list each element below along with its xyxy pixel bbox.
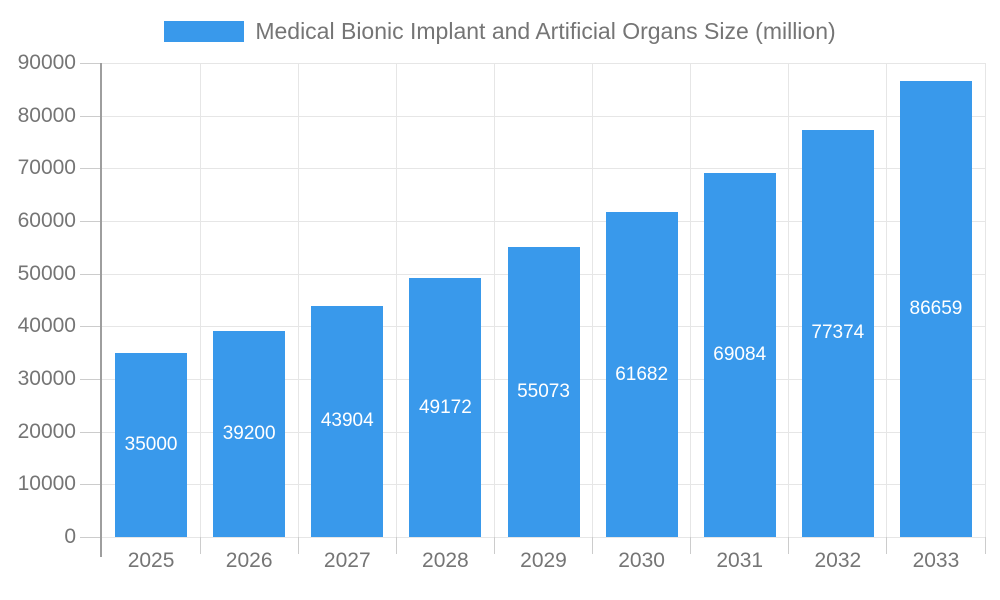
chart-legend: Medical Bionic Implant and Artificial Or…: [0, 18, 1000, 45]
x-axis-tick: [690, 537, 692, 554]
bar-value-label: 39200: [222, 422, 276, 444]
x-axis-tick: [592, 537, 594, 554]
bar[interactable]: [311, 305, 384, 537]
y-axis-tick: [80, 273, 100, 275]
x-tick-label: 2025: [127, 549, 175, 572]
bar-value-label: 69084: [713, 344, 767, 366]
y-tick-label: 70000: [17, 156, 76, 180]
gridline-vertical: [592, 63, 594, 537]
bar[interactable]: [801, 129, 874, 537]
x-axis-tick: [395, 537, 397, 554]
y-tick-label: 40000: [17, 314, 76, 338]
x-tick-label: 2030: [618, 549, 665, 572]
y-tick-label: 90000: [17, 51, 76, 74]
gridline-horizontal: [102, 168, 985, 170]
y-axis-tick: [80, 484, 100, 486]
gridline-vertical: [984, 63, 986, 537]
x-tick-label: 2028: [422, 549, 469, 572]
y-axis-tick: [80, 63, 100, 64]
gridline-vertical: [395, 63, 397, 537]
x-axis-tick: [984, 537, 986, 554]
bar-value-label: 61682: [615, 363, 669, 385]
y-tick-label: 30000: [17, 367, 76, 390]
y-tick-label: 10000: [17, 472, 76, 496]
y-tick-label: 0: [64, 525, 76, 548]
gridline-vertical: [297, 63, 299, 537]
y-axis-tick: [80, 537, 100, 538]
gridline-horizontal: [102, 63, 985, 64]
bar[interactable]: [703, 173, 776, 537]
x-axis-tick: [493, 537, 495, 554]
plot-area: 0 10000 20000 30000 40000 50000 60000 70000 8000…: [18, 51, 986, 572]
x-tick-label: 2031: [716, 549, 764, 572]
x-tick-label: 2027: [323, 549, 371, 572]
y-axis-tick: [80, 168, 100, 170]
y-axis-tick: [80, 115, 100, 117]
x-axis-tick: [886, 537, 888, 554]
x-tick-label: 2026: [225, 549, 273, 572]
legend-swatch: [164, 21, 245, 42]
legend-label: Medical Bionic Implant and Artificial Or…: [255, 18, 836, 44]
bar[interactable]: [899, 80, 972, 537]
bar[interactable]: [213, 330, 286, 537]
y-tick-label: 20000: [17, 419, 76, 443]
bar-value-label: 35000: [124, 433, 178, 455]
y-axis-tick: [80, 326, 100, 328]
x-tick-label: 2033: [912, 549, 960, 572]
x-axis-tick: [788, 537, 790, 554]
bar-value-label: 43904: [320, 410, 374, 432]
y-tick-label: 60000: [17, 209, 76, 232]
y-axis-tick: [80, 431, 100, 433]
bar-value-label: 49172: [418, 396, 472, 418]
y-tick-label: 80000: [17, 103, 76, 127]
y-axis-tick: [80, 221, 100, 222]
x-tick-label: 2029: [520, 549, 567, 572]
x-axis-tick: [199, 537, 201, 554]
bar[interactable]: [605, 212, 678, 537]
gridline-vertical: [886, 63, 888, 537]
x-tick-label: 2032: [814, 549, 862, 572]
bar[interactable]: [409, 278, 482, 537]
bar[interactable]: [507, 246, 580, 537]
gridline-vertical: [788, 63, 790, 537]
y-tick-label: 50000: [17, 261, 76, 285]
gridline-vertical: [690, 63, 692, 537]
x-axis-tick: [297, 537, 299, 554]
bar[interactable]: [115, 352, 188, 537]
gridline-horizontal: [102, 537, 985, 538]
y-axis-tick: [80, 379, 100, 380]
bar-value-label: 55073: [517, 380, 570, 402]
gridline-vertical: [199, 63, 201, 537]
gridline-horizontal: [102, 115, 985, 117]
bar-value-label: 86659: [909, 297, 963, 319]
y-axis-line: [100, 63, 102, 557]
gridline-vertical: [493, 63, 495, 537]
gridline-horizontal: [102, 221, 985, 222]
bar-value-label: 77374: [811, 322, 865, 344]
